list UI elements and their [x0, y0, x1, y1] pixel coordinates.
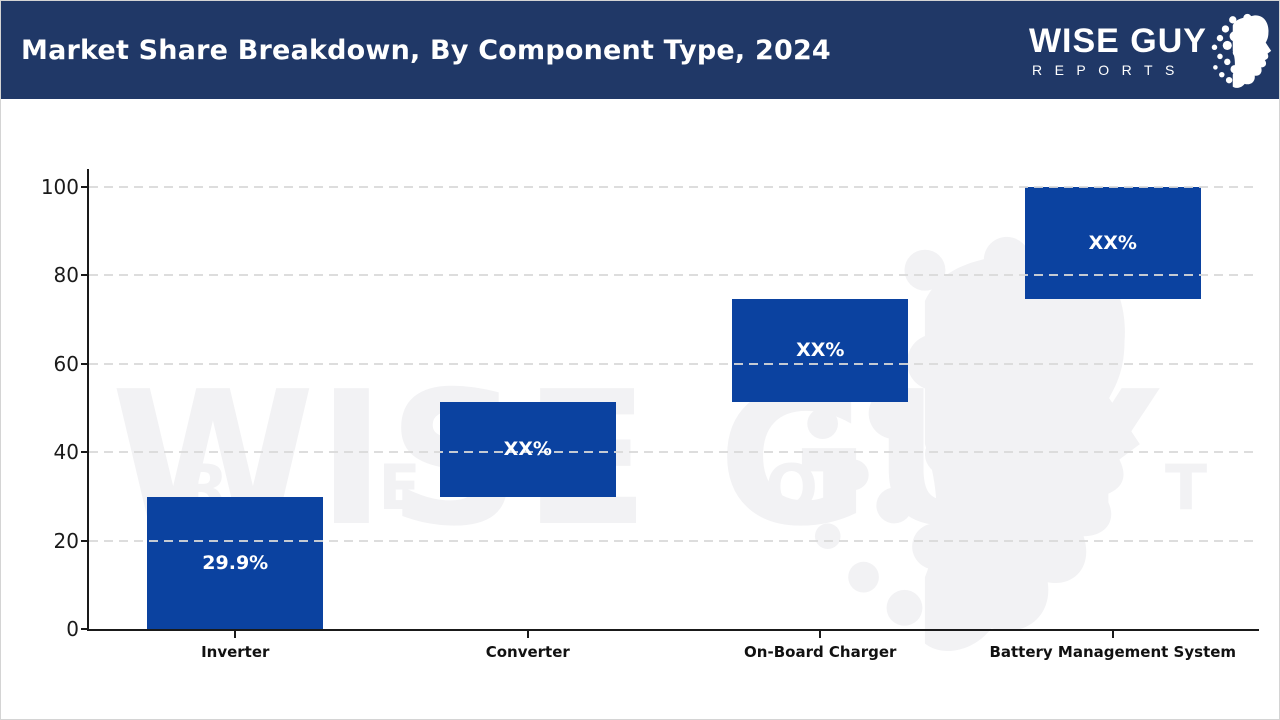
waterfall-bar	[147, 496, 324, 629]
gridline	[89, 362, 1259, 365]
gridline	[89, 274, 1259, 277]
gridline	[89, 186, 1259, 188]
y-axis-tick-label: 100	[40, 175, 79, 199]
waterfall-bar	[439, 401, 616, 497]
bar-value-label: XX%	[1088, 231, 1137, 254]
y-axis-tick	[81, 628, 89, 630]
gridline	[89, 451, 1259, 454]
logo-brand-name: WISE GUY	[1028, 21, 1207, 60]
header-bar: Market Share Breakdown, By Component Typ…	[1, 1, 1279, 99]
chart-area: WISE GUY R E P O R T S 02040608010029.9%…	[1, 99, 1279, 719]
logo-brand-sub: REPORTS	[1031, 61, 1187, 78]
y-axis-tick-label: 0	[66, 617, 79, 641]
x-axis-category-label: Inverter	[201, 643, 270, 661]
x-axis-tick	[819, 630, 822, 638]
wiseguy-face-icon	[1211, 13, 1272, 88]
x-axis-tick	[234, 630, 237, 638]
y-axis-tick	[81, 362, 89, 365]
x-axis-category-label: Converter	[485, 643, 570, 661]
y-axis-tick	[81, 274, 89, 277]
wiseguy-logo-text: WISE GUY REPORTS	[1029, 23, 1207, 78]
y-axis-tick	[81, 451, 89, 454]
y-axis-tick-label: 80	[53, 263, 79, 288]
x-axis-tick	[1111, 630, 1114, 638]
y-axis-tick-label: 40	[53, 440, 79, 465]
y-axis-tick	[81, 186, 89, 188]
x-axis-category-label: Battery Management System	[989, 643, 1237, 661]
bar-value-label: 29.9%	[202, 551, 269, 574]
y-axis-tick-label: 60	[53, 351, 79, 376]
bar-value-label: XX%	[796, 339, 845, 362]
page-title: Market Share Breakdown, By Component Typ…	[21, 34, 831, 66]
y-axis-line	[87, 169, 89, 631]
gridline	[89, 539, 1259, 542]
x-axis-tick	[526, 630, 529, 638]
y-axis-tick-label: 20	[53, 528, 79, 553]
bar-value-label: XX%	[503, 438, 552, 461]
x-axis-line	[87, 629, 1259, 631]
waterfall-bar	[732, 298, 909, 402]
wiseguy-logo: WISE GUY REPORTS	[1029, 7, 1273, 93]
x-axis-category-label: On-Board Charger	[744, 643, 897, 661]
waterfall-bar	[1024, 187, 1201, 299]
y-axis-tick	[81, 539, 89, 542]
